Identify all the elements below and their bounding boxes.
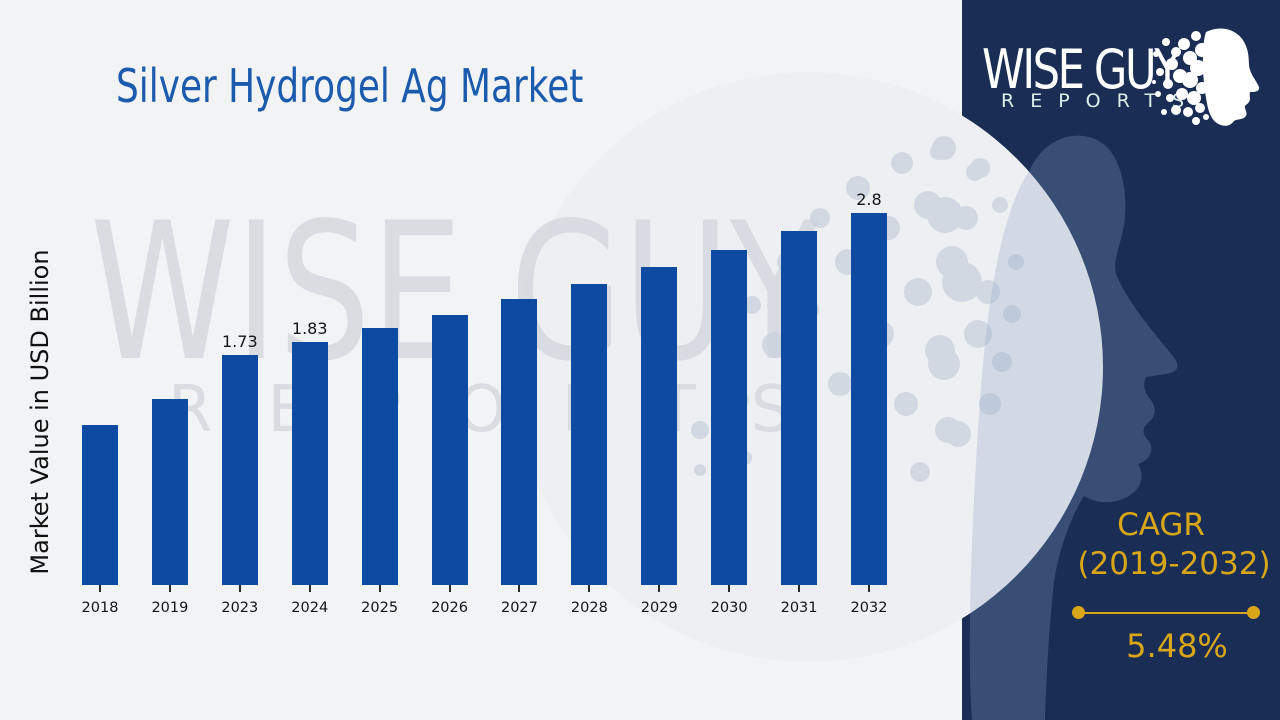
x-tick-label-2018: 2018 — [81, 600, 119, 616]
x-tick-2025 — [378, 585, 381, 592]
bar-2019 — [151, 399, 188, 585]
bar-2031 — [781, 231, 818, 585]
bar-column-2032: 2.8 2032 — [850, 145, 888, 616]
bar-column-2026: 2026 — [431, 145, 468, 616]
x-tick-label-2029: 2029 — [640, 600, 678, 616]
x-tick-2028 — [588, 585, 591, 592]
x-tick-label-2031: 2031 — [780, 600, 818, 616]
bar-column-2019: 2019 — [151, 145, 188, 616]
bar-column-2031: 2031 — [781, 145, 818, 616]
bar-2028 — [571, 284, 608, 585]
bar-value-label-2023: 1.73 — [222, 332, 258, 351]
bar-column-2029: 2029 — [641, 145, 678, 616]
bar-2032 — [850, 213, 887, 585]
y-axis-label-text: Market Value in USD Billion — [26, 249, 54, 575]
watermark-reports-text: REPORTS — [168, 378, 846, 442]
bar-chart: 2018 2019 1.73 2023 1.83 2024 2025 2026 2027 2028… — [82, 145, 888, 616]
x-tick-2019 — [168, 585, 171, 592]
logo-reports-text: REPORTS — [1001, 90, 1201, 112]
x-tick-label-2028: 2028 — [570, 600, 608, 616]
x-tick-label-2025: 2025 — [361, 600, 399, 616]
x-tick-2031 — [798, 585, 801, 592]
cagr-value: 5.48% — [1126, 627, 1228, 665]
x-tick-label-2023: 2023 — [221, 600, 259, 616]
page-title: Silver Hydrogel Ag Market — [116, 58, 584, 113]
x-tick-2026 — [448, 585, 451, 592]
x-tick-2023 — [238, 585, 241, 592]
bar-2023 — [221, 355, 258, 585]
bar-2024 — [291, 342, 328, 585]
x-tick-2030 — [728, 585, 731, 592]
bar-2018 — [82, 425, 118, 585]
logo-wiseguy-text: WISE GUY — [982, 38, 1181, 101]
bar-value-label-2024: 1.83 — [291, 319, 328, 338]
bar-column-2018: 2018 — [82, 145, 118, 616]
bar-value-label-2032: 2.8 — [856, 190, 882, 209]
bar-2027 — [501, 299, 538, 585]
x-tick-label-2027: 2027 — [500, 600, 538, 616]
x-tick-2024 — [308, 585, 311, 592]
cagr-period: (2019-2032) — [1077, 546, 1271, 582]
bar-2025 — [361, 328, 398, 585]
x-tick-2032 — [867, 585, 870, 592]
bar-column-2025: 2025 — [361, 145, 398, 616]
x-tick-label-2032: 2032 — [850, 600, 888, 616]
cagr-divider-line — [1072, 606, 1260, 620]
x-tick-label-2019: 2019 — [151, 600, 189, 616]
bar-2030 — [711, 250, 748, 585]
x-tick-label-2026: 2026 — [431, 600, 468, 616]
bar-2026 — [431, 315, 468, 585]
x-tick-label-2030: 2030 — [710, 600, 748, 616]
divider-dot-left — [1072, 606, 1085, 619]
bar-column-2023: 1.73 2023 — [221, 145, 258, 616]
bar-column-2028: 2028 — [571, 145, 608, 616]
x-tick-2018 — [99, 585, 101, 592]
cagr-label: CAGR — [1117, 507, 1205, 543]
bar-column-2024: 1.83 2024 — [291, 145, 328, 616]
x-tick-label-2024: 2024 — [291, 600, 329, 616]
bar-2029 — [641, 267, 678, 585]
bar-column-2030: 2030 — [711, 145, 748, 616]
logo-face-icon — [1152, 28, 1260, 126]
x-tick-2027 — [518, 585, 521, 592]
x-tick-2029 — [658, 585, 661, 592]
divider-rule — [1079, 612, 1253, 614]
divider-dot-right — [1247, 606, 1260, 619]
bar-column-2027: 2027 — [501, 145, 538, 616]
